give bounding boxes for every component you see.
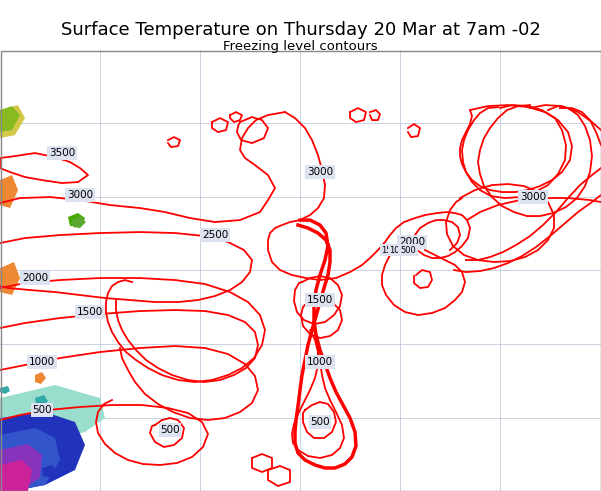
- Text: 2000: 2000: [22, 273, 48, 283]
- Text: 1000: 1000: [389, 246, 410, 254]
- Text: 3000: 3000: [520, 192, 546, 202]
- Polygon shape: [0, 105, 25, 138]
- Text: Freezing level contours: Freezing level contours: [223, 40, 378, 53]
- Text: 500: 500: [32, 405, 52, 415]
- Text: 500: 500: [400, 246, 416, 254]
- Polygon shape: [35, 372, 46, 384]
- Polygon shape: [0, 385, 105, 440]
- Polygon shape: [0, 175, 18, 208]
- Text: 3500: 3500: [49, 148, 75, 158]
- Text: 1500: 1500: [307, 295, 333, 305]
- Text: 1500: 1500: [382, 246, 403, 254]
- Polygon shape: [42, 465, 58, 478]
- Polygon shape: [0, 460, 32, 491]
- Text: 1000: 1000: [29, 357, 55, 367]
- Polygon shape: [0, 386, 10, 394]
- Text: 3000: 3000: [307, 167, 333, 177]
- Polygon shape: [0, 444, 42, 491]
- Text: 2500: 2500: [202, 230, 228, 240]
- Polygon shape: [0, 412, 85, 491]
- Polygon shape: [0, 428, 60, 491]
- Text: 2000: 2000: [399, 237, 425, 247]
- Polygon shape: [0, 262, 20, 295]
- Text: 1500: 1500: [77, 307, 103, 317]
- Text: 500: 500: [310, 417, 330, 427]
- Text: 1000: 1000: [307, 357, 333, 367]
- Text: 3000: 3000: [67, 190, 93, 200]
- Polygon shape: [35, 395, 48, 406]
- Polygon shape: [0, 106, 20, 132]
- Text: 500: 500: [160, 425, 180, 435]
- Polygon shape: [68, 213, 85, 226]
- Text: Surface Temperature on Thursday 20 Mar at 7am -02: Surface Temperature on Thursday 20 Mar a…: [61, 21, 540, 39]
- Polygon shape: [72, 216, 86, 228]
